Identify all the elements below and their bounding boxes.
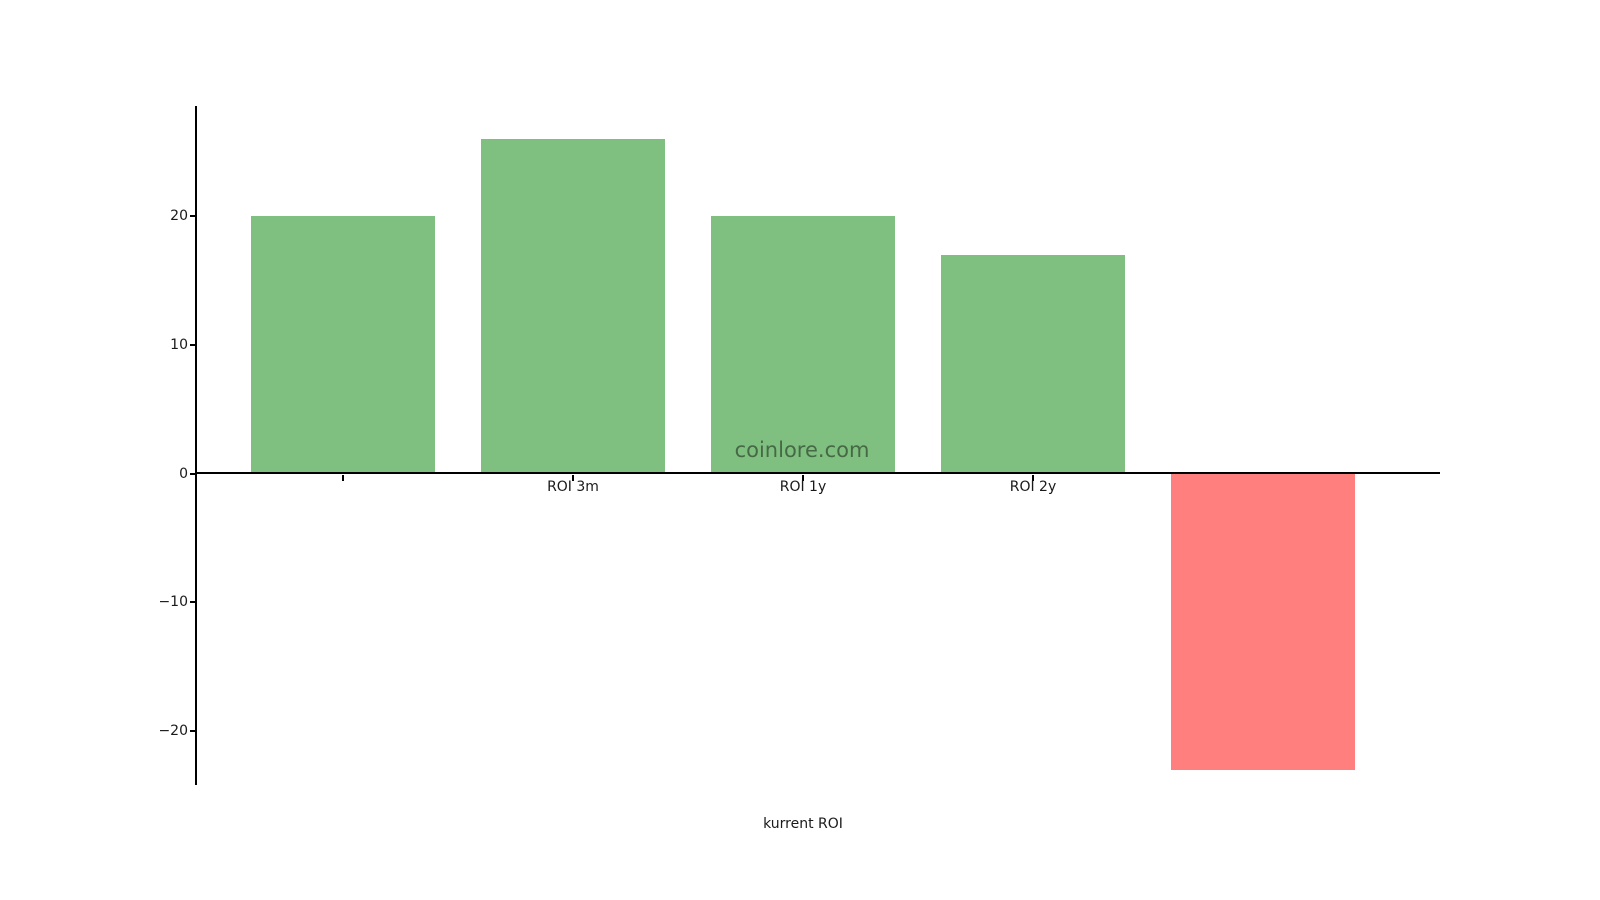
bar-roi-1y xyxy=(711,216,895,474)
x-axis-tick xyxy=(802,474,804,481)
x-axis-tick-label: ROI 2y xyxy=(1009,478,1057,495)
bar-roi-2y xyxy=(941,254,1125,474)
y-axis-tick-label: 20 xyxy=(170,208,188,225)
x-axis-title: kurrent ROI xyxy=(763,816,843,832)
watermark-text: coinlore.com xyxy=(734,438,870,462)
x-axis-tick xyxy=(572,474,574,481)
x-axis-tick xyxy=(1032,474,1034,481)
y-axis-tick xyxy=(190,729,196,732)
x-axis-tick xyxy=(342,474,344,481)
y-axis-tick-label: 0 xyxy=(179,465,188,482)
y-axis-tick-label: 10 xyxy=(170,337,188,353)
bar-roi-3m xyxy=(481,139,665,474)
x-axis-tick-label: ROI 3m xyxy=(547,478,599,495)
y-axis-tick-label: −10 xyxy=(158,594,188,611)
bar-category-4 xyxy=(1171,473,1355,770)
y-axis-tick xyxy=(190,472,196,475)
y-axis-tick xyxy=(190,601,196,604)
bar-category-0 xyxy=(251,216,435,474)
y-axis-tick xyxy=(190,215,196,218)
y-axis-tick xyxy=(190,344,196,346)
x-axis-tick-label: ROI 1y xyxy=(779,478,827,495)
y-axis-spine xyxy=(195,106,197,785)
x-axis-zero-line xyxy=(196,472,1440,474)
y-axis-tick-label: −20 xyxy=(158,722,188,739)
